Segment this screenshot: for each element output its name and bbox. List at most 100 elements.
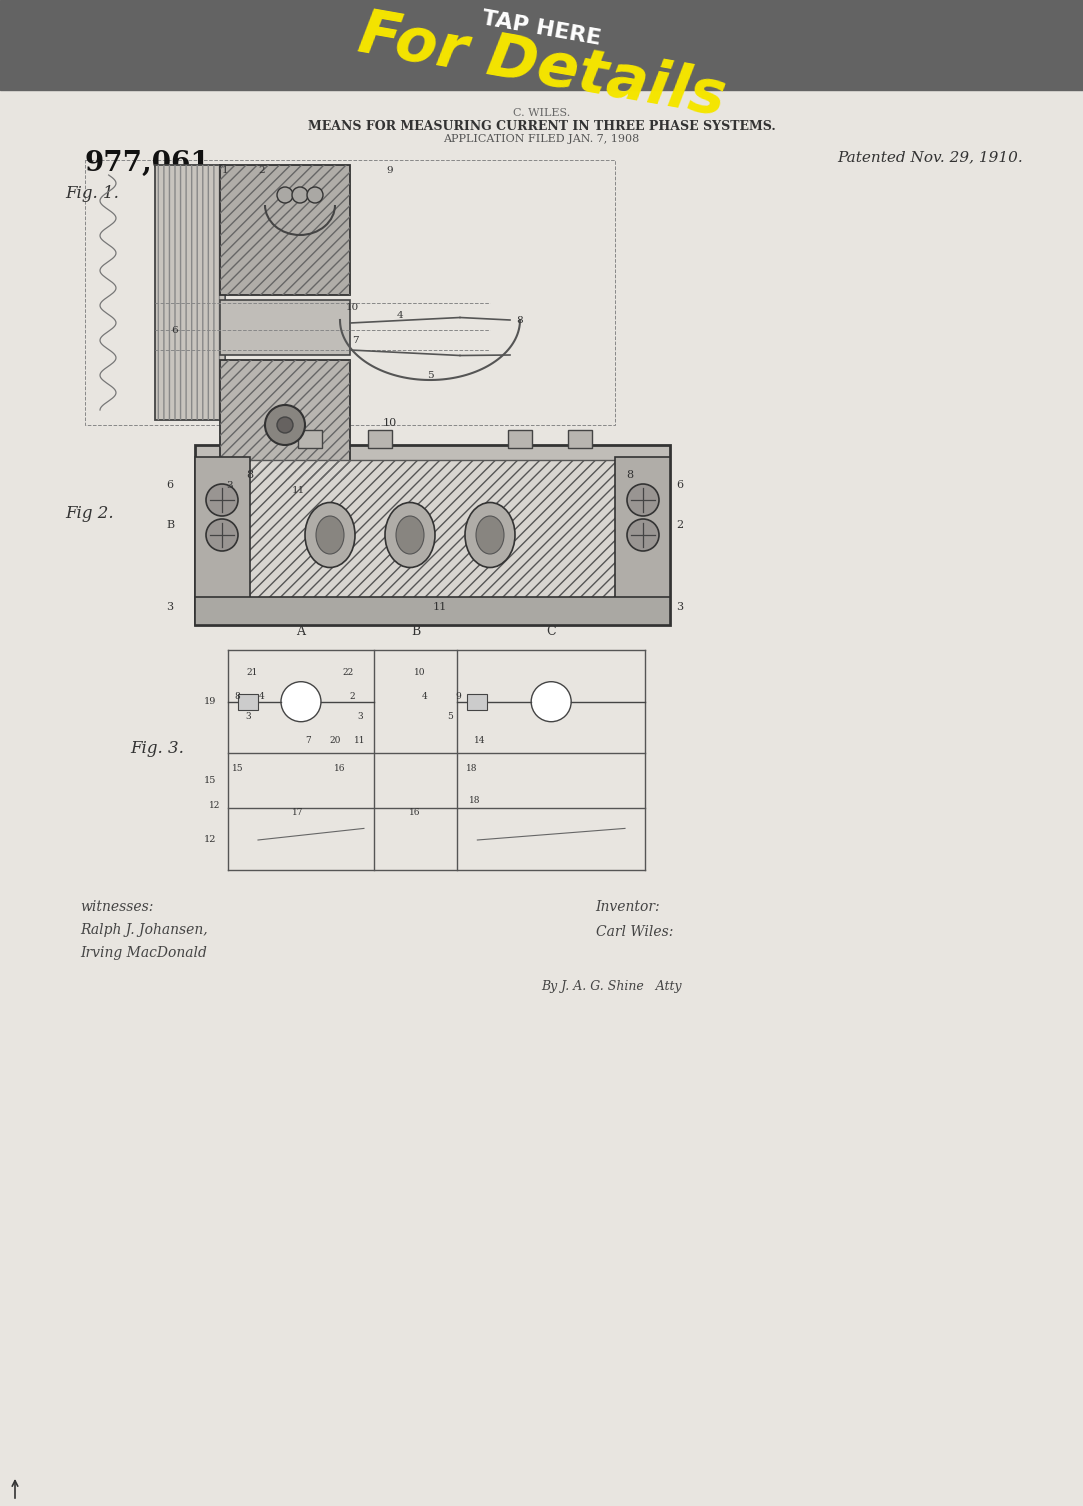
Circle shape	[627, 520, 658, 551]
Text: 12: 12	[204, 834, 216, 843]
Bar	[0, 0, 1083, 90]
Text: 4: 4	[422, 691, 428, 700]
Text: 9: 9	[455, 691, 461, 700]
Circle shape	[277, 187, 293, 203]
Text: 3: 3	[226, 480, 233, 489]
Text: B: B	[412, 625, 420, 639]
Circle shape	[531, 682, 571, 721]
Text: 10: 10	[345, 303, 358, 312]
Ellipse shape	[305, 503, 355, 568]
Text: 6: 6	[167, 480, 173, 489]
Text: 3: 3	[677, 602, 683, 611]
Text: 21: 21	[246, 667, 258, 676]
Text: 3: 3	[357, 711, 363, 720]
Text: By J. A. G. Shine   Atty: By J. A. G. Shine Atty	[542, 980, 682, 992]
Text: 2: 2	[677, 520, 683, 530]
Text: 15: 15	[204, 777, 216, 786]
Text: 5: 5	[447, 711, 453, 720]
Text: 6: 6	[677, 480, 683, 489]
Text: 3: 3	[167, 602, 173, 611]
Text: Fig. 1.: Fig. 1.	[65, 185, 119, 202]
Text: 977,061.: 977,061.	[84, 151, 220, 178]
Text: 10: 10	[415, 667, 426, 676]
Text: 18: 18	[467, 764, 478, 773]
Text: 5: 5	[427, 370, 433, 380]
Bar	[468, 694, 487, 709]
Bar	[220, 360, 350, 480]
Text: 11: 11	[354, 735, 366, 744]
Text: 4: 4	[259, 691, 265, 700]
Text: 12: 12	[209, 801, 221, 810]
Circle shape	[265, 405, 305, 444]
Bar	[84, 160, 615, 425]
Text: 8: 8	[626, 470, 634, 480]
Text: 10: 10	[383, 419, 397, 428]
Bar	[368, 431, 392, 447]
Text: 18: 18	[469, 795, 481, 804]
Bar	[508, 431, 532, 447]
Bar	[567, 431, 592, 447]
Text: 4: 4	[396, 310, 403, 319]
Circle shape	[277, 417, 293, 434]
Text: 8: 8	[247, 470, 253, 480]
Circle shape	[292, 187, 308, 203]
Text: C. WILES.: C. WILES.	[513, 108, 570, 117]
Text: Patented Nov. 29, 1910.: Patented Nov. 29, 1910.	[837, 151, 1023, 164]
Text: 17: 17	[292, 807, 303, 816]
Text: 7: 7	[305, 735, 311, 744]
Text: MEANS FOR MEASURING CURRENT IN THREE PHASE SYSTEMS.: MEANS FOR MEASURING CURRENT IN THREE PHA…	[308, 120, 775, 133]
Text: 3: 3	[245, 711, 251, 720]
Circle shape	[206, 520, 238, 551]
Text: 11: 11	[291, 485, 304, 494]
Bar	[220, 360, 350, 480]
Text: APPLICATION FILED JAN. 7, 1908: APPLICATION FILED JAN. 7, 1908	[443, 134, 640, 145]
Text: 1: 1	[222, 166, 229, 175]
Bar	[220, 166, 350, 295]
Text: Fig. 3.: Fig. 3.	[130, 739, 184, 758]
Bar	[155, 166, 225, 420]
Text: 14: 14	[474, 735, 486, 744]
Text: For Details: For Details	[353, 6, 730, 130]
Text: Carl Wiles:: Carl Wiles:	[596, 925, 673, 940]
Bar	[195, 444, 670, 625]
Text: 9: 9	[387, 166, 393, 175]
Bar	[155, 166, 225, 420]
Bar	[195, 456, 250, 613]
Text: 19: 19	[204, 697, 216, 706]
Text: TAP HERE: TAP HERE	[481, 9, 602, 50]
Bar	[220, 166, 350, 295]
Text: 8: 8	[517, 315, 523, 324]
Bar	[225, 459, 640, 610]
Text: 16: 16	[335, 764, 345, 773]
Ellipse shape	[396, 517, 425, 554]
Bar	[238, 694, 258, 709]
Circle shape	[206, 483, 238, 517]
Text: 22: 22	[342, 667, 354, 676]
Bar	[298, 431, 322, 447]
Text: Inventor:: Inventor:	[596, 901, 661, 914]
Text: A: A	[297, 625, 305, 639]
Text: B: B	[166, 520, 174, 530]
Bar	[195, 596, 670, 625]
Text: 2: 2	[259, 166, 265, 175]
Text: C: C	[546, 625, 556, 639]
Text: 15: 15	[232, 764, 244, 773]
Text: 6: 6	[172, 325, 179, 334]
Text: 8: 8	[234, 691, 239, 700]
Circle shape	[627, 483, 658, 517]
Ellipse shape	[465, 503, 516, 568]
Text: 2: 2	[349, 691, 355, 700]
Bar	[220, 300, 350, 355]
Text: 7: 7	[352, 336, 358, 345]
Ellipse shape	[477, 517, 504, 554]
Text: witnesses:
Ralph J. Johansen,
Irving MacDonald: witnesses: Ralph J. Johansen, Irving Mac…	[80, 901, 208, 959]
Text: Fig 2.: Fig 2.	[65, 505, 114, 523]
Text: 20: 20	[329, 735, 341, 744]
Circle shape	[306, 187, 323, 203]
Text: 16: 16	[409, 807, 421, 816]
Ellipse shape	[316, 517, 344, 554]
Ellipse shape	[384, 503, 435, 568]
Text: 11: 11	[433, 602, 447, 611]
Bar	[615, 456, 670, 613]
Circle shape	[280, 682, 321, 721]
